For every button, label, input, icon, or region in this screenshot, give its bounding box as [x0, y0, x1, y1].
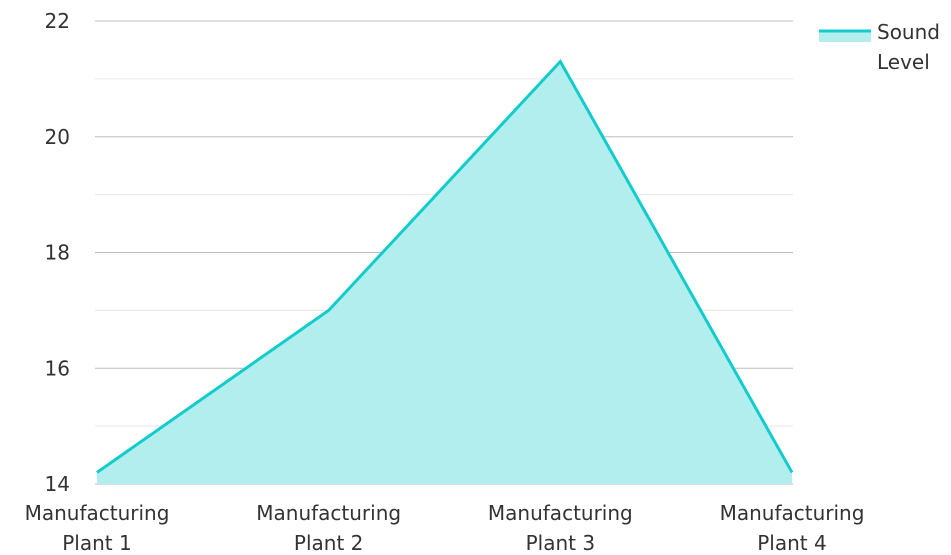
legend: Sound Level [819, 20, 940, 74]
legend-label: Sound [877, 20, 940, 44]
x-tick-label: Manufacturing [25, 501, 170, 525]
series-area-fill [97, 61, 792, 484]
x-tick-label: Manufacturing [256, 501, 401, 525]
y-tick-label: 20 [45, 125, 70, 149]
legend-swatch-fill [819, 30, 871, 42]
y-tick-label: 14 [45, 472, 70, 496]
y-axis: 14 16 18 20 22 [45, 9, 70, 496]
y-tick-label: 22 [45, 9, 70, 33]
y-tick-label: 18 [45, 241, 70, 265]
x-tick-label: Plant 3 [526, 531, 595, 555]
x-tick-label: Plant 2 [294, 531, 363, 555]
x-tick-label: Manufacturing [720, 501, 865, 525]
x-tick-label: Plant 1 [62, 531, 131, 555]
series-line [96, 58, 794, 474]
legend-label: Level [877, 50, 930, 74]
x-axis: Manufacturing Plant 1 Manufacturing Plant 2… [25, 501, 865, 555]
series-area [96, 58, 794, 484]
x-tick-label: Manufacturing [488, 501, 633, 525]
y-tick-label: 16 [45, 356, 70, 380]
x-tick-label: Plant 4 [757, 531, 826, 555]
